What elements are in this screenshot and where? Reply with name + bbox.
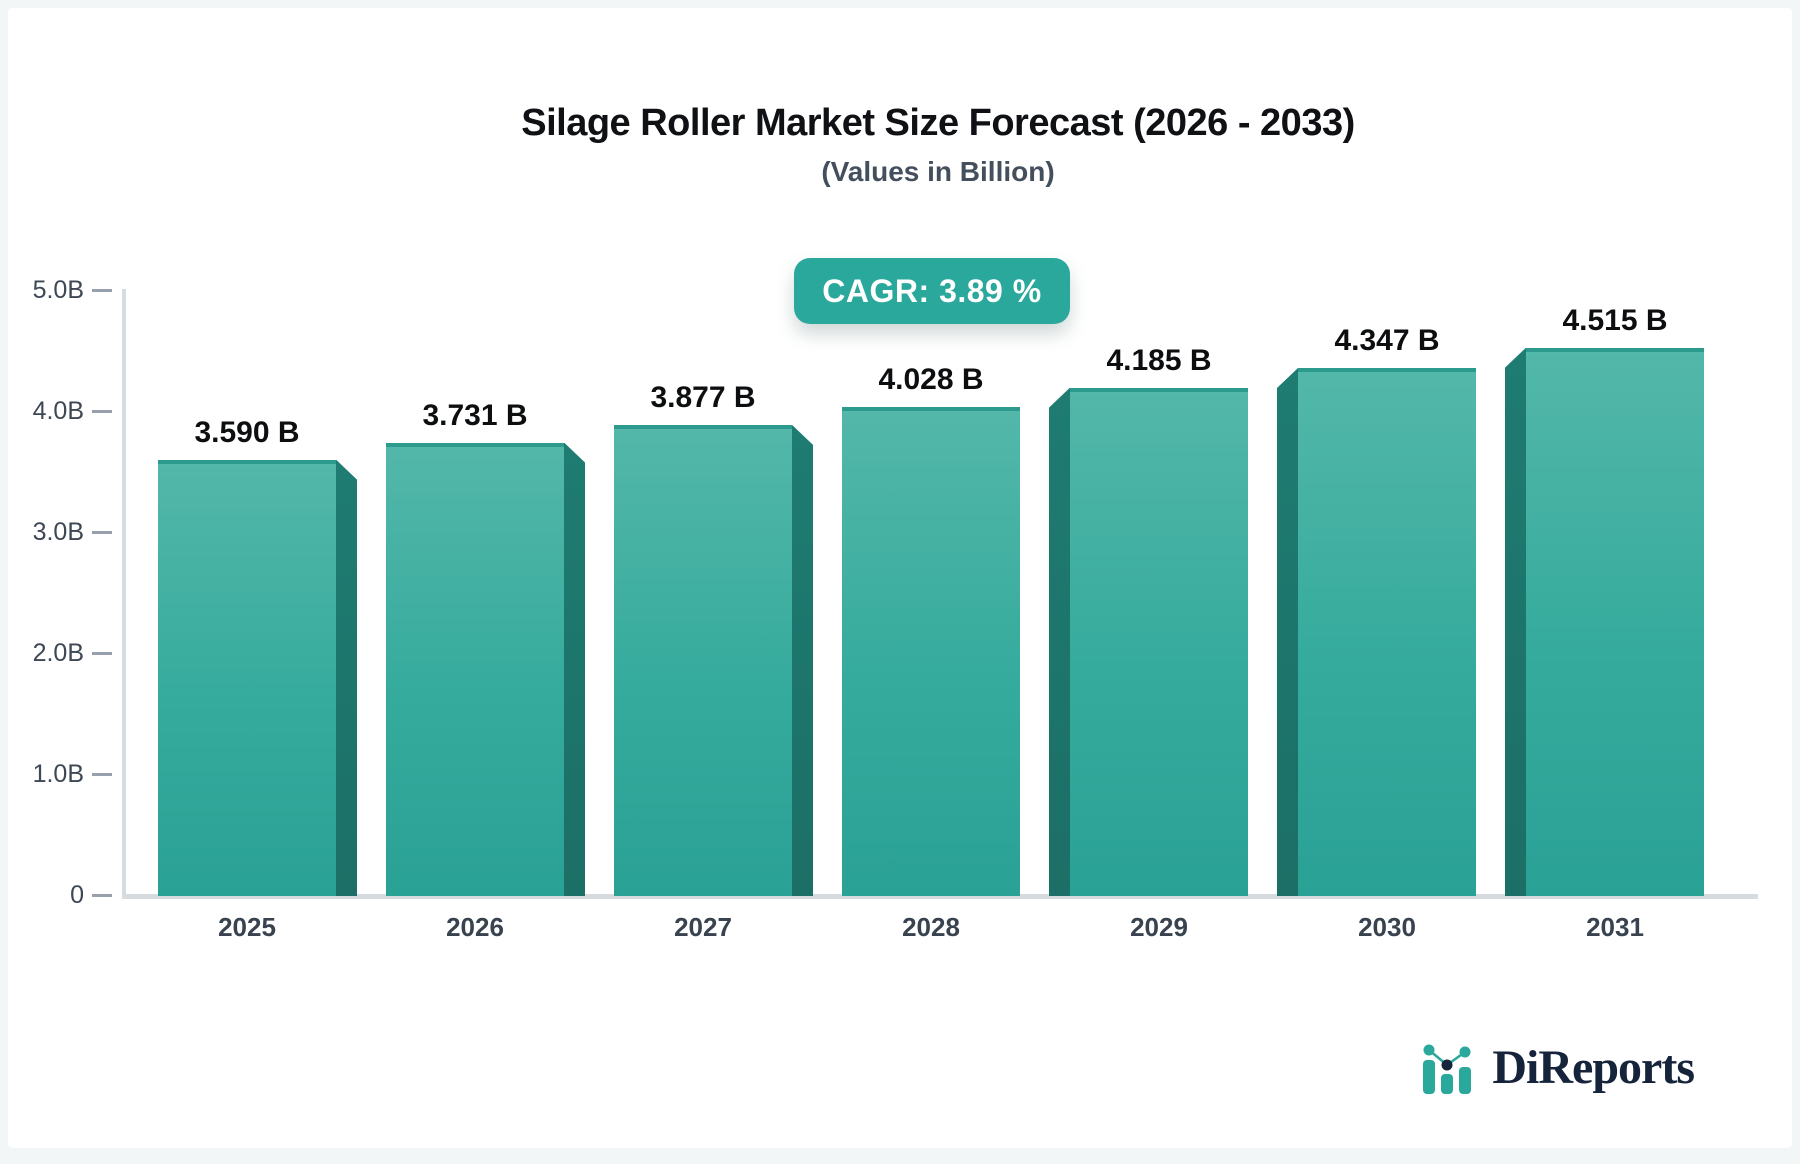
- bar-2025: [158, 459, 336, 896]
- y-tick-dash: [92, 894, 112, 897]
- y-tick-label: 5.0B: [32, 276, 84, 304]
- y-axis-line: [122, 289, 126, 896]
- bar-value-label: 4.185 B: [1106, 343, 1212, 377]
- bar-3d-side: [792, 424, 813, 896]
- bar-value-label: 4.028 B: [878, 362, 984, 396]
- y-tick-label: 3.0B: [32, 518, 84, 546]
- y-tick-dash: [92, 289, 112, 292]
- y-tick-label: 1.0B: [32, 760, 84, 788]
- x-tick-label: 2027: [674, 912, 732, 942]
- y-tick-label: 4.0B: [32, 397, 84, 425]
- bar-chart-trend-icon: [1423, 1044, 1472, 1094]
- x-tick-label: 2028: [902, 912, 960, 942]
- bar-2026: [386, 442, 564, 896]
- y-tick-dash: [92, 410, 112, 413]
- bar-value-label: 4.347 B: [1334, 324, 1440, 357]
- cagr-badge-label: CAGR: 3.89 %: [822, 272, 1042, 309]
- bar-2031: [1526, 347, 1704, 896]
- bar-3d-side: [564, 442, 585, 896]
- bar-2027: [614, 424, 792, 896]
- bar-chart-plot-area: 0 1.0B 2.0B 3.0B 4.0B 5.0B 3.590 B 2025 3.731 B 2…: [8, 8, 1800, 1164]
- bar-3d-side: [336, 459, 357, 896]
- chart-subtitle: (Values in Billion): [821, 156, 1055, 187]
- bar-2028: [842, 406, 1020, 896]
- cagr-badge: CAGR: 3.89 %: [794, 258, 1070, 324]
- bar-value-label: 3.590 B: [194, 415, 300, 449]
- x-tick-label: 2031: [1586, 912, 1644, 942]
- bar-3d-side: [1505, 347, 1526, 896]
- bar-value-label: 3.731 B: [422, 398, 528, 432]
- x-tick-label: 2030: [1358, 912, 1416, 942]
- chart-card: Silage Roller Market Size Forecast (2026…: [8, 8, 1792, 1148]
- x-tick-label: 2026: [446, 912, 504, 942]
- direports-logo-text: DiReports: [1492, 1040, 1695, 1094]
- direports-logo: DiReports: [1420, 1038, 1695, 1096]
- x-tick-label: 2025: [218, 912, 276, 942]
- bar-3d-side: [1049, 387, 1070, 896]
- x-tick-label: 2029: [1130, 912, 1188, 942]
- y-tick-label: 2.0B: [32, 639, 84, 667]
- x-axis-line: [122, 894, 1758, 899]
- y-tick-dash: [92, 773, 112, 776]
- bar-3d-side: [1277, 368, 1298, 896]
- y-tick-label: 0: [70, 881, 84, 909]
- chart-title: Silage Roller Market Size Forecast (2026…: [521, 102, 1355, 144]
- y-tick-dash: [92, 652, 112, 655]
- bar-2029: [1070, 387, 1248, 896]
- bar-value-label: 3.877 B: [650, 380, 756, 414]
- y-tick-dash: [92, 531, 112, 534]
- bar-value-label: 4.515 B: [1562, 303, 1668, 337]
- bar-2030: [1298, 368, 1476, 896]
